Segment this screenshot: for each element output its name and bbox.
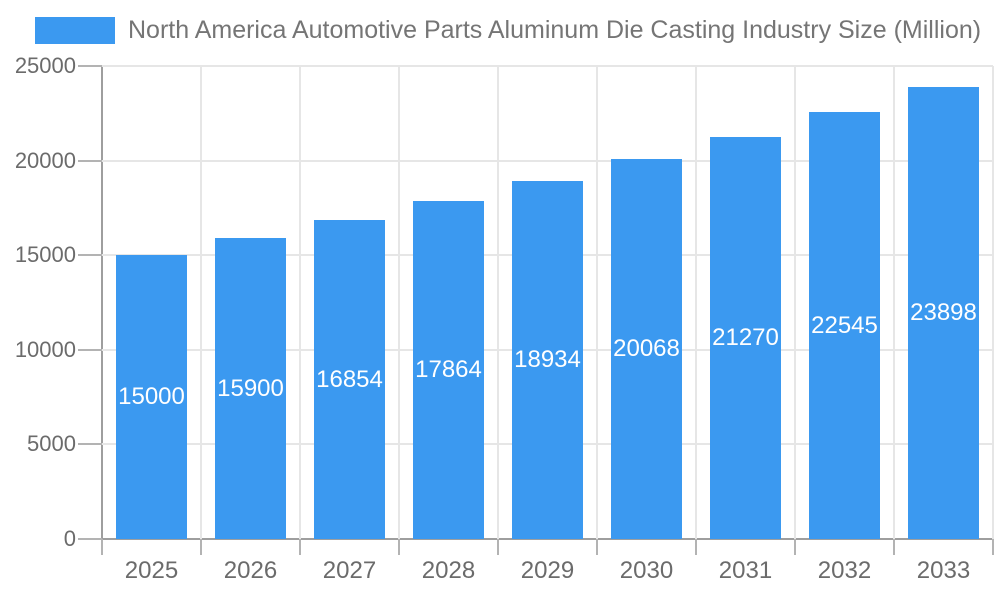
x-axis-tick (596, 539, 598, 555)
y-axis-tick (78, 159, 102, 162)
x-gridline (398, 66, 400, 539)
x-axis-tick (497, 539, 499, 555)
x-gridline (893, 66, 895, 539)
x-gridline (497, 66, 499, 539)
bar-value-label: 22545 (811, 311, 878, 339)
x-axis-tick-label: 2025 (124, 557, 179, 584)
legend-swatch-icon (35, 16, 115, 44)
y-gridline (102, 159, 993, 162)
y-axis-tick-label: 20000 (14, 147, 76, 173)
bar[interactable]: 20068 (611, 159, 682, 539)
y-axis-tick-label: 10000 (14, 336, 76, 362)
plot-area: 15000 15900 16854 17864 18934 20068 21270 22545… (102, 65, 994, 539)
x-axis-tick-label: 2027 (322, 557, 377, 584)
bar-value-label: 16854 (316, 365, 383, 393)
x-axis-tick (992, 539, 994, 555)
x-gridline (200, 66, 202, 539)
y-axis-tick (78, 538, 102, 540)
y-axis-tick-label: 15000 (14, 242, 76, 268)
x-axis-tick-label: 2031 (718, 557, 773, 584)
x-axis-line (92, 538, 993, 540)
bar-value-label: 15900 (217, 374, 284, 402)
legend-item[interactable]: North America Automotive Parts Aluminum … (35, 14, 981, 46)
bar[interactable]: 15900 (215, 238, 286, 539)
x-axis-tick (893, 539, 895, 555)
y-axis-tick (78, 254, 102, 257)
y-gridline (102, 65, 993, 67)
x-axis-tick-label: 2032 (817, 557, 872, 584)
bar[interactable]: 23898 (908, 86, 979, 539)
x-axis-tick (398, 539, 400, 555)
x-axis-tick (794, 539, 796, 555)
bar-value-label: 15000 (118, 383, 185, 411)
legend-label: North America Automotive Parts Aluminum … (128, 15, 982, 44)
x-gridline (596, 66, 598, 539)
y-axis-line (101, 66, 103, 539)
x-gridline (794, 66, 796, 539)
bar-value-label: 17864 (415, 356, 482, 383)
x-axis-tick (695, 539, 697, 555)
x-axis-tick-label: 2033 (916, 557, 971, 584)
bar[interactable]: 21270 (710, 136, 781, 539)
y-axis-tick-label: 25000 (14, 53, 76, 78)
y-axis-tick (78, 65, 102, 67)
bar-value-label: 20068 (613, 335, 680, 363)
y-axis-tick (78, 443, 102, 446)
x-axis-tick-label: 2026 (223, 557, 278, 584)
bar-value-label: 21270 (712, 323, 779, 351)
bar[interactable]: 15000 (116, 255, 187, 539)
x-axis-tick (101, 539, 103, 555)
x-gridline (992, 66, 994, 539)
x-axis-tick (200, 539, 202, 555)
y-axis-tick (78, 348, 102, 351)
x-axis-tick-label: 2030 (619, 557, 674, 584)
x-axis-tick-label: 2028 (421, 557, 476, 584)
bar[interactable]: 18934 (512, 180, 583, 539)
y-axis-tick-label: 5000 (27, 431, 76, 457)
bar[interactable]: 17864 (413, 201, 484, 539)
x-gridline (695, 66, 697, 539)
bar-value-label: 23898 (910, 298, 977, 326)
x-axis-tick (299, 539, 301, 555)
bar[interactable]: 22545 (809, 112, 880, 539)
y-axis-tick-label: 0 (63, 526, 76, 551)
bar[interactable]: 16854 (314, 220, 385, 539)
x-gridline (299, 66, 301, 539)
bar-value-label: 18934 (514, 345, 581, 373)
x-axis-tick-label: 2029 (520, 557, 575, 584)
